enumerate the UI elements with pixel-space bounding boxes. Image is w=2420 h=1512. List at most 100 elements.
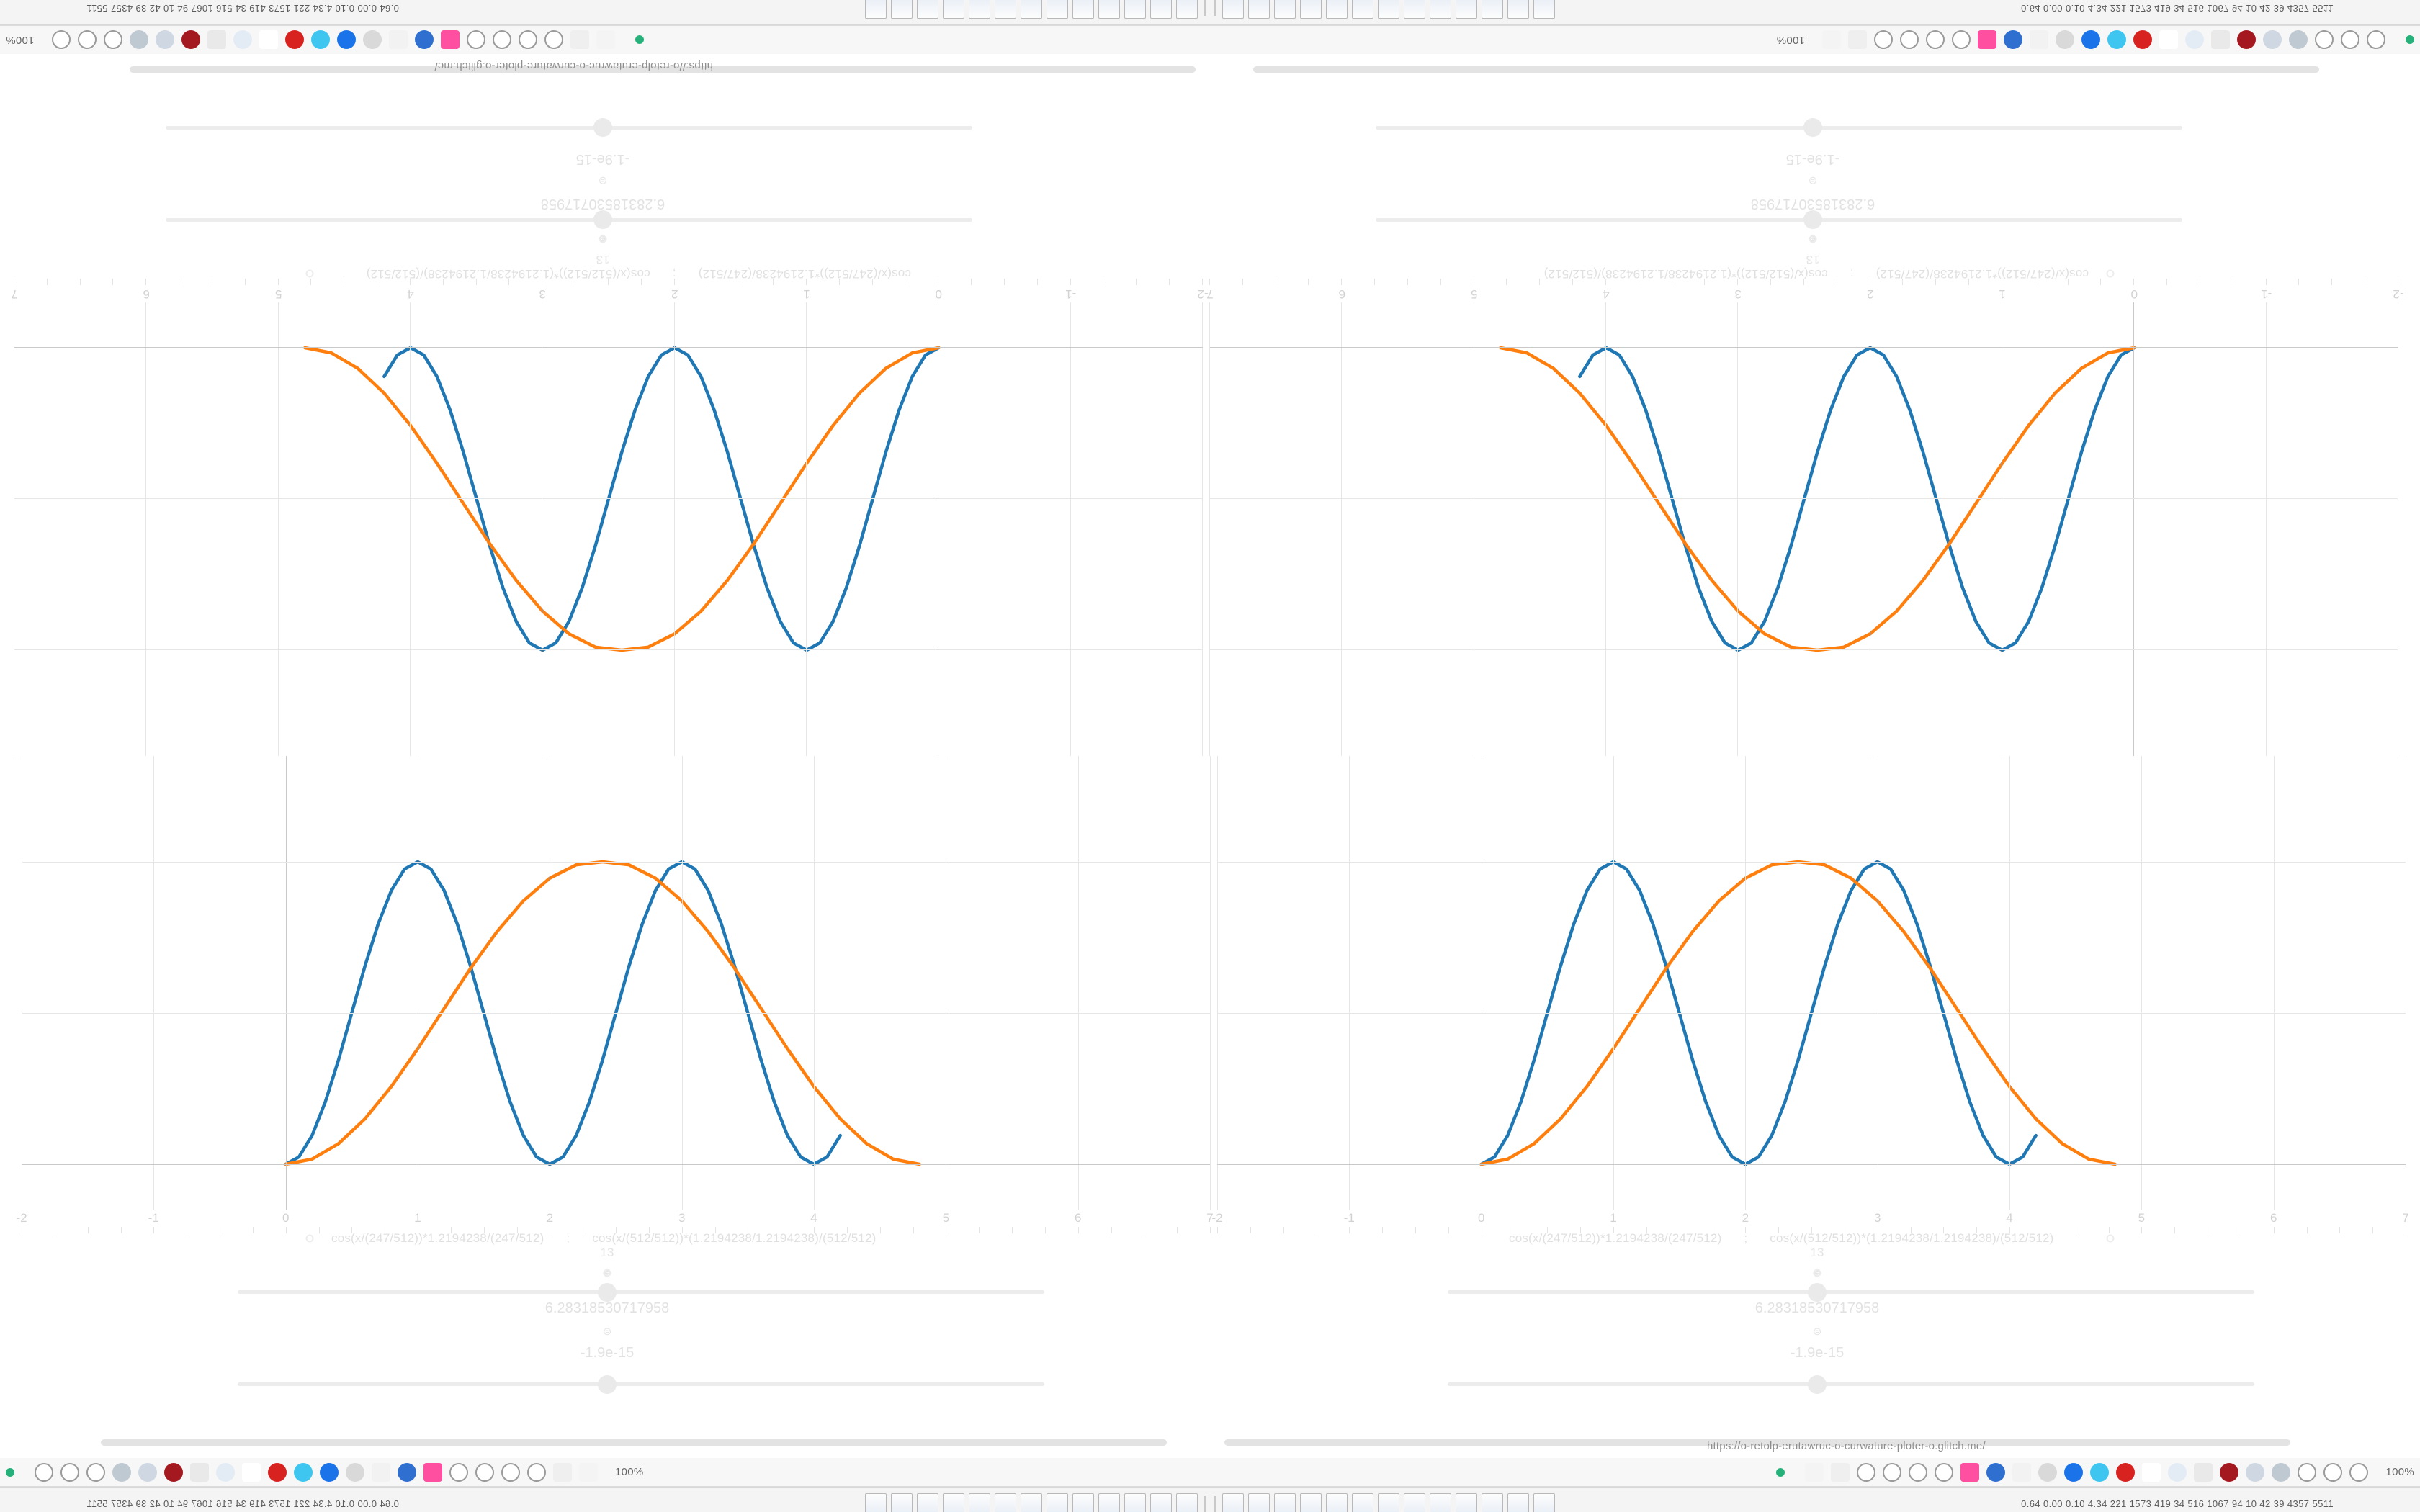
profile-dot-icon[interactable] — [1776, 1467, 1785, 1477]
taskbar-window-button[interactable] — [917, 1493, 938, 1512]
width-handle-icon-2[interactable]: ⊜ — [1812, 1326, 1822, 1338]
share-icon[interactable] — [216, 1462, 235, 1482]
control-dot-1[interactable] — [2106, 269, 2115, 278]
slider-track-c[interactable] — [1448, 1290, 2254, 1294]
share-icon[interactable] — [2185, 30, 2204, 50]
reader-icon[interactable] — [553, 1462, 572, 1482]
taskbar-window-button[interactable] — [1072, 0, 1094, 19]
width-handle-icon-2[interactable]: ⊜ — [598, 174, 608, 186]
taskbar-window-button[interactable] — [969, 1493, 990, 1512]
taskbar-window-button[interactable] — [891, 1493, 913, 1512]
plus-circle-icon[interactable] — [336, 30, 356, 50]
slider-knob-a[interactable] — [1803, 210, 1822, 229]
taskbar-window-button[interactable] — [865, 1493, 887, 1512]
taskbar-window-button[interactable] — [1326, 0, 1348, 19]
profile-dot-icon[interactable] — [6, 1467, 14, 1477]
taskbar-window-button[interactable] — [1072, 1493, 1094, 1512]
wrench-icon[interactable] — [77, 30, 97, 50]
slider-track-c[interactable] — [166, 218, 972, 222]
save-page-icon[interactable] — [466, 30, 485, 50]
cog-icon[interactable] — [362, 30, 382, 50]
record-icon[interactable] — [284, 30, 304, 50]
width-handle-icon[interactable]: ⊜ — [1808, 174, 1818, 186]
star-icon[interactable] — [527, 1462, 546, 1482]
taskbar-window-button[interactable] — [1430, 1493, 1451, 1512]
dictionary-icon[interactable] — [2211, 30, 2230, 50]
reader-icon[interactable] — [1848, 30, 1867, 50]
taskbar-window-button[interactable] — [1248, 1493, 1270, 1512]
control-dot-2[interactable] — [2106, 1234, 2115, 1243]
taskbar-window-button[interactable] — [1404, 1493, 1425, 1512]
taskbar-window-button[interactable] — [1222, 0, 1244, 19]
highlighter-icon[interactable] — [1960, 1462, 1980, 1482]
slider-knob-a[interactable] — [598, 1283, 617, 1302]
back-arrow-icon[interactable] — [1900, 30, 1919, 50]
adblock-icon[interactable] — [2237, 30, 2256, 50]
taskbar-window-button[interactable] — [1533, 1493, 1555, 1512]
save-page-icon[interactable] — [1952, 30, 1971, 50]
thumbs-down-icon[interactable] — [2315, 30, 2334, 50]
slider-knob-d[interactable] — [593, 118, 612, 137]
taskbar-window-button[interactable] — [891, 0, 913, 19]
control-dot-1[interactable] — [305, 1234, 314, 1243]
dictionary-icon[interactable] — [190, 1462, 209, 1482]
share-icon[interactable] — [233, 30, 252, 50]
taskbar-window-button[interactable] — [1047, 1493, 1068, 1512]
back-arrow-icon[interactable] — [1883, 1462, 1902, 1482]
taskbar-window-button[interactable] — [1300, 1493, 1322, 1512]
grid-icon[interactable] — [259, 30, 278, 50]
pocket-icon[interactable] — [1805, 1462, 1824, 1482]
taskbar-window-button[interactable] — [995, 0, 1016, 19]
slider-track-b[interactable] — [238, 1382, 1044, 1386]
taskbar-window-button[interactable] — [1482, 0, 1503, 19]
control-dot-2[interactable] — [305, 269, 314, 278]
thumbs-down-icon[interactable] — [2298, 1462, 2317, 1482]
star-icon[interactable] — [1874, 30, 1893, 50]
record-icon[interactable] — [2116, 1462, 2136, 1482]
plus-circle-icon[interactable] — [2081, 30, 2100, 50]
taskbar-window-button[interactable] — [1150, 0, 1172, 19]
taskbar-window-button[interactable] — [1507, 0, 1529, 19]
download-arrow-icon[interactable] — [294, 1462, 313, 1482]
pocket-icon[interactable] — [596, 30, 615, 50]
thumbs-down-icon[interactable] — [86, 1462, 105, 1482]
taskbar-window-button[interactable] — [1482, 1493, 1503, 1512]
record-icon[interactable] — [268, 1462, 287, 1482]
taskbar-window-button[interactable] — [917, 0, 938, 19]
globe-icon[interactable] — [112, 1462, 131, 1482]
taskbar-window-button[interactable] — [1176, 1493, 1198, 1512]
reader-icon[interactable] — [570, 30, 589, 50]
taskbar-window-button[interactable] — [1378, 1493, 1399, 1512]
slider-knob-b[interactable] — [598, 1375, 617, 1394]
horizontal-scrollbar-2[interactable] — [1224, 1439, 2290, 1446]
globe-icon[interactable] — [2289, 30, 2308, 50]
star-icon[interactable] — [1857, 1462, 1876, 1482]
profile-dot-icon[interactable] — [635, 35, 644, 45]
taskbar-window-button[interactable] — [1533, 0, 1555, 19]
reader-icon[interactable] — [1831, 1462, 1850, 1482]
share-icon[interactable] — [2168, 1462, 2187, 1482]
cog-icon[interactable] — [2056, 30, 2074, 50]
shield-icon[interactable] — [2263, 30, 2282, 50]
control-dot-3[interactable] — [1809, 235, 1817, 243]
back-arrow-icon[interactable] — [501, 1462, 520, 1482]
reload-icon[interactable] — [475, 1462, 494, 1482]
slider-track-a[interactable] — [1376, 218, 2182, 222]
taskbar-window-button[interactable] — [1124, 1493, 1146, 1512]
reload-icon[interactable] — [1926, 30, 1945, 50]
adblock-icon[interactable] — [181, 30, 200, 50]
slider-knob-d[interactable] — [1808, 1375, 1827, 1394]
taskbar-window-button[interactable] — [1274, 0, 1296, 19]
highlighter-icon[interactable] — [440, 30, 460, 50]
taskbar-window-button[interactable] — [969, 0, 990, 19]
gear-icon[interactable] — [51, 30, 71, 50]
taskbar-window-button[interactable] — [1456, 1493, 1477, 1512]
taskbar-window-button[interactable] — [1248, 0, 1270, 19]
slider-track-a[interactable] — [238, 1290, 1044, 1294]
translate-icon[interactable] — [1986, 1462, 2006, 1482]
download-arrow-icon[interactable] — [310, 30, 330, 50]
download-arrow-icon[interactable] — [2107, 30, 2126, 50]
record-icon[interactable] — [2133, 30, 2152, 50]
taskbar-window-button[interactable] — [1047, 0, 1068, 19]
globe-icon[interactable] — [129, 30, 148, 50]
